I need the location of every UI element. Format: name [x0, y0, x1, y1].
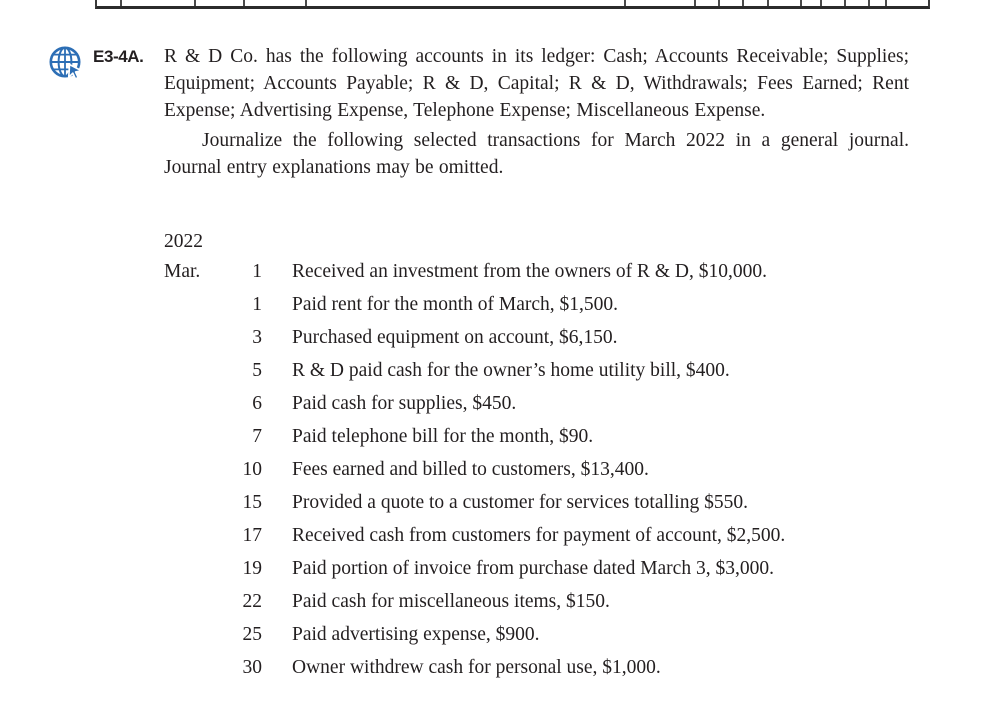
table-remnant-cell	[720, 0, 744, 6]
table-remnant-cell	[822, 0, 846, 6]
transaction-row: 30 Owner withdrew cash for personal use, …	[164, 651, 924, 684]
table-remnant-cell	[696, 0, 721, 6]
transaction-description: Paid cash for supplies, $450.	[292, 393, 517, 414]
table-remnant-cell	[744, 0, 769, 6]
table-bottom-border-remnant	[95, 0, 930, 9]
transaction-description: R & D paid cash for the owner’s home uti…	[292, 360, 730, 381]
table-remnant-cell	[769, 0, 802, 6]
transaction-day: 7	[252, 426, 262, 447]
transaction-row: 1 Received an investment from the owners …	[164, 255, 924, 288]
transaction-day: 6	[252, 393, 262, 414]
transaction-description: Fees earned and billed to customers, $13…	[292, 459, 649, 480]
transaction-row: 5 R & D paid cash for the owner’s home ut…	[164, 354, 924, 387]
transaction-row: 7 Paid telephone bill for the month, $90.	[164, 420, 924, 453]
transaction-day: 15	[242, 492, 263, 513]
transaction-day: 1	[252, 261, 262, 282]
transaction-description: Provided a quote to a customer for servi…	[292, 492, 748, 513]
transaction-day: 19	[242, 558, 263, 579]
transaction-description: Paid portion of invoice from purchase da…	[292, 558, 774, 579]
transaction-row: 3 Purchased equipment on account, $6,150.	[164, 321, 924, 354]
transaction-description: Received cash from customers for payment…	[292, 525, 786, 546]
transaction-day: 5	[252, 360, 262, 381]
transaction-day: 1	[252, 294, 262, 315]
exercise-instruction-paragraph: Journalize the following selected transa…	[164, 130, 909, 179]
transaction-row: 1 Paid rent for the month of March, $1,50…	[164, 288, 924, 321]
exercise-code-label: E3-4A.	[93, 47, 144, 66]
transaction-day: 30	[242, 657, 263, 678]
transaction-day: 3	[252, 327, 262, 348]
exercise-intro-paragraph: R & D Co. has the following accounts in …	[164, 46, 909, 121]
transaction-day: 17	[242, 525, 263, 546]
transaction-row: 25 Paid advertising expense, $900.	[164, 618, 924, 651]
table-remnant-cell	[122, 0, 196, 6]
transaction-row: 15 Provided a quote to a customer for ser…	[164, 486, 924, 519]
transaction-day: 25	[242, 624, 263, 645]
transaction-day: 10	[242, 459, 263, 480]
table-remnant-cell	[97, 0, 122, 6]
transaction-description: Paid cash for miscellaneous items, $150.	[292, 591, 610, 612]
transaction-row: 17 Received cash from customers for payme…	[164, 519, 924, 552]
exercise-text: R & D Co. has the following accounts in …	[164, 44, 909, 182]
transaction-list-section: 2022 Mar. 1 Received an investment from t…	[164, 228, 924, 684]
table-remnant-cell	[846, 0, 871, 6]
table-remnant-cell	[887, 0, 928, 6]
transaction-description: Paid telephone bill for the month, $90.	[292, 426, 594, 447]
table-remnant-cell	[307, 0, 626, 6]
transaction-day: 22	[242, 591, 263, 612]
table-remnant-cell	[802, 0, 823, 6]
transaction-description: Owner withdrew cash for personal use, $1…	[292, 657, 661, 678]
transaction-year-label: 2022	[164, 231, 203, 252]
table-remnant-cell	[870, 0, 888, 6]
transaction-description: Purchased equipment on account, $6,150.	[292, 327, 618, 348]
table-remnant-cell	[245, 0, 307, 6]
globe-with-cursor-icon	[48, 45, 84, 81]
transaction-list: 1 Received an investment from the owners …	[164, 255, 924, 684]
transaction-description: Paid rent for the month of March, $1,500…	[292, 294, 619, 315]
transaction-row: 22 Paid cash for miscellaneous items, $15…	[164, 585, 924, 618]
transaction-month-label: Mar.	[164, 261, 201, 282]
transaction-description: Paid advertising expense, $900.	[292, 624, 540, 645]
transaction-row: 6 Paid cash for supplies, $450.	[164, 387, 924, 420]
transaction-description: Received an investment from the owners o…	[292, 261, 767, 282]
table-remnant-cell	[626, 0, 696, 6]
transaction-row: 19 Paid portion of invoice from purchase …	[164, 552, 924, 585]
transaction-row: 10 Fees earned and billed to customers, $…	[164, 453, 924, 486]
table-remnant-cell	[196, 0, 246, 6]
